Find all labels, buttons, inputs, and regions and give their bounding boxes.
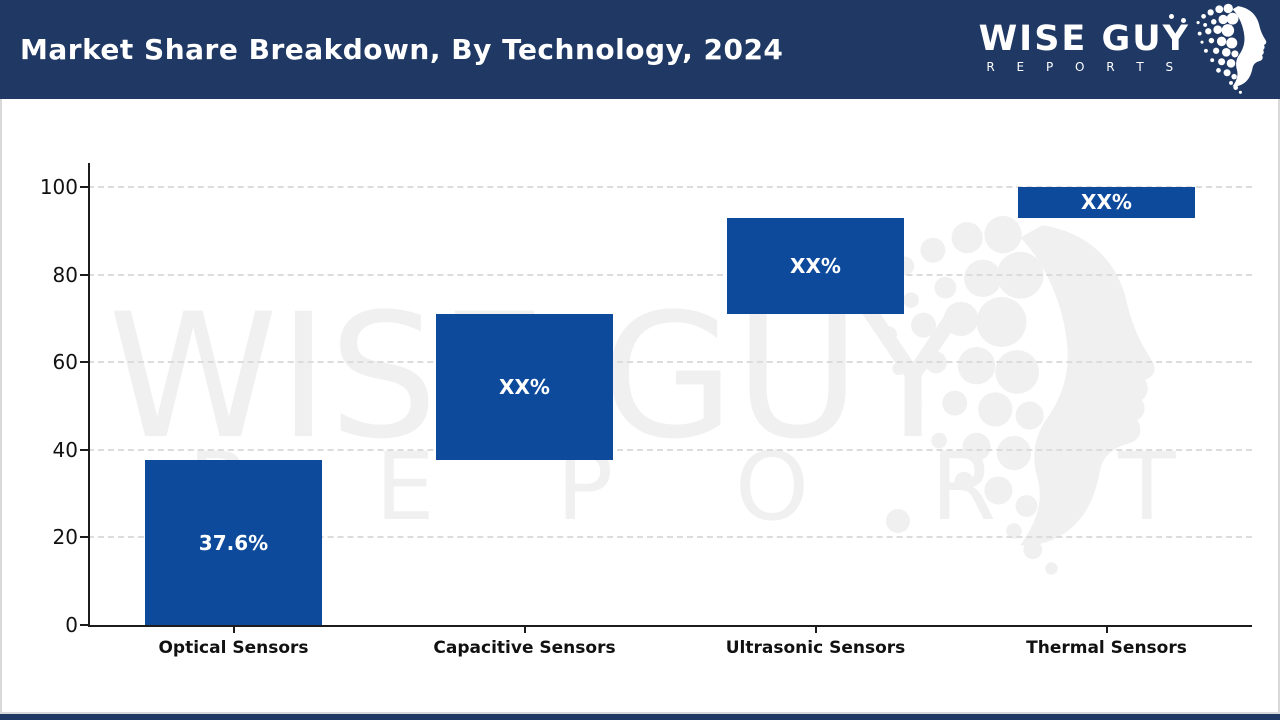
watermark-dot xyxy=(886,509,910,533)
chart-title: Market Share Breakdown, By Technology, 2… xyxy=(20,33,784,66)
gridline xyxy=(88,186,1252,188)
x-tick-mark xyxy=(1105,627,1108,633)
y-tick-mark xyxy=(80,273,88,276)
y-tick-label: 80 xyxy=(52,262,78,287)
logo-wordmark: WISE GUY xyxy=(978,19,1190,59)
y-tick-label: 0 xyxy=(65,613,78,637)
gridline xyxy=(88,448,1252,451)
y-tick-label: 100 xyxy=(39,175,78,199)
y-tick-mark xyxy=(80,186,88,188)
y-axis xyxy=(88,163,90,627)
bar-value-label: 37.6% xyxy=(198,530,269,555)
y-tick-label: 40 xyxy=(52,437,78,462)
category-label: Optical Sensors xyxy=(158,638,309,658)
bar-value-label: XX% xyxy=(790,253,841,278)
category-label: Thermal Sensors xyxy=(1026,638,1187,658)
x-axis xyxy=(88,625,1252,627)
y-tick-mark xyxy=(80,536,88,539)
category-label: Ultrasonic Sensors xyxy=(725,638,906,658)
y-tick-label: 20 xyxy=(52,525,78,550)
bar-thermal-sensors: XX% xyxy=(1018,187,1195,218)
x-tick-mark xyxy=(523,627,526,633)
bar-optical-sensors: 37.6% xyxy=(145,460,322,625)
y-tick-label: 60 xyxy=(52,350,78,375)
logo-accent-dot xyxy=(1181,18,1186,23)
x-tick-mark xyxy=(232,627,235,633)
bar-ultrasonic-sensors: XX% xyxy=(727,217,904,315)
wiseguy-logo: WISE GUY R E P O R T S xyxy=(979,0,1270,99)
bar-value-label: XX% xyxy=(499,375,550,400)
gridline xyxy=(88,536,1252,539)
category-label: Capacitive Sensors xyxy=(433,638,616,658)
logo-reports-line: R E P O R T S xyxy=(986,60,1183,74)
bar-value-label: XX% xyxy=(1081,190,1132,215)
gridline xyxy=(88,273,1252,276)
gridline xyxy=(88,361,1252,364)
y-tick-mark xyxy=(80,448,88,451)
y-tick-mark xyxy=(80,361,88,364)
logo-text: WISE GUY R E P O R T S xyxy=(978,19,1190,75)
footer-bar xyxy=(0,714,1280,720)
logo-accent-dot xyxy=(1169,14,1174,19)
header-bar: Market Share Breakdown, By Technology, 2… xyxy=(0,0,1280,99)
bar-capacitive-sensors: XX% xyxy=(436,314,613,461)
x-tick-mark xyxy=(814,627,817,633)
y-tick-mark xyxy=(80,624,88,626)
